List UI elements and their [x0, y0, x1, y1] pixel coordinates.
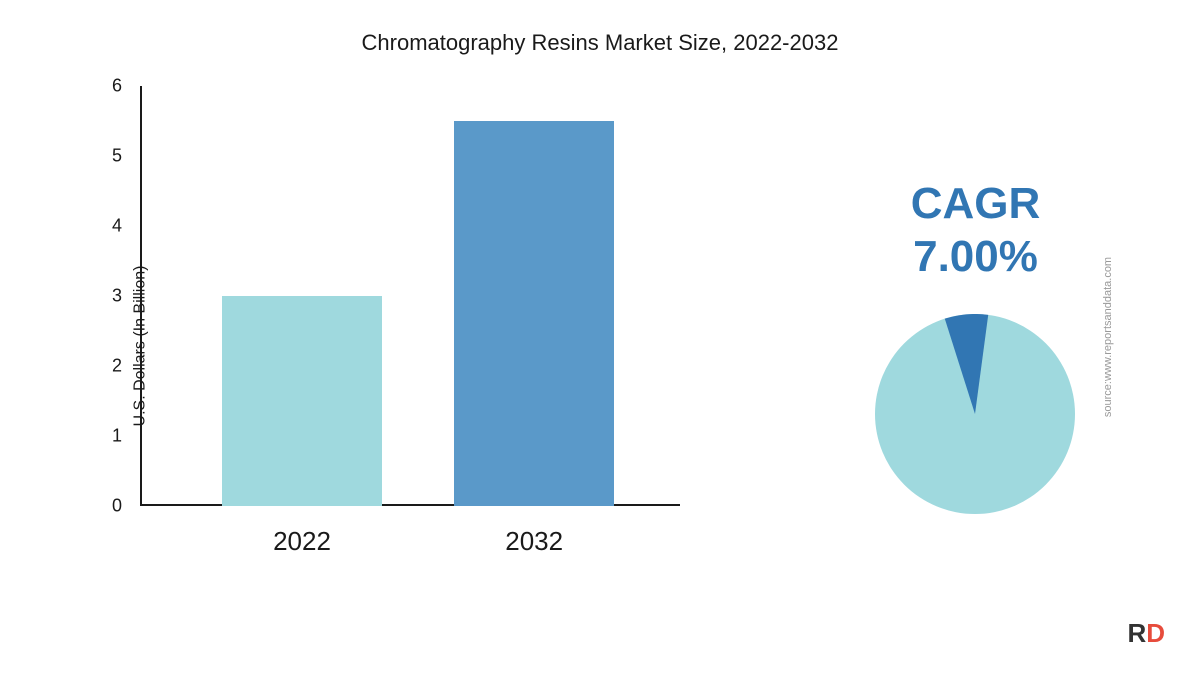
x-label: 2032 — [505, 526, 563, 557]
y-tick: 4 — [112, 216, 122, 237]
cagr-label: CAGR — [911, 179, 1041, 228]
main-area: U.S. Dollars (In Billion) 0123456 202220… — [40, 86, 1160, 606]
y-axis-line — [140, 86, 142, 506]
bar — [454, 121, 614, 506]
y-tick: 0 — [112, 496, 122, 517]
bar-chart: U.S. Dollars (In Billion) 0123456 202220… — [110, 86, 751, 606]
logo-letter-r: R — [1127, 618, 1146, 648]
pie-chart — [875, 314, 1075, 514]
chart-container: Chromatography Resins Market Size, 2022-… — [0, 0, 1200, 674]
source-attribution: source:www.reportsanddata.com — [1102, 257, 1114, 417]
y-tick: 1 — [112, 426, 122, 447]
logo: RD — [1127, 618, 1165, 649]
y-tick: 6 — [112, 76, 122, 97]
cagr-value: 7.00% — [913, 232, 1038, 281]
y-tick: 2 — [112, 356, 122, 377]
y-tick: 5 — [112, 146, 122, 167]
y-tick: 3 — [112, 286, 122, 307]
bar — [222, 296, 382, 506]
cagr-text: CAGR 7.00% — [911, 178, 1041, 284]
chart-plot: 0123456 20222032 — [140, 86, 680, 506]
logo-letter-d: D — [1146, 618, 1165, 648]
chart-title: Chromatography Resins Market Size, 2022-… — [40, 30, 1160, 56]
x-label: 2022 — [273, 526, 331, 557]
